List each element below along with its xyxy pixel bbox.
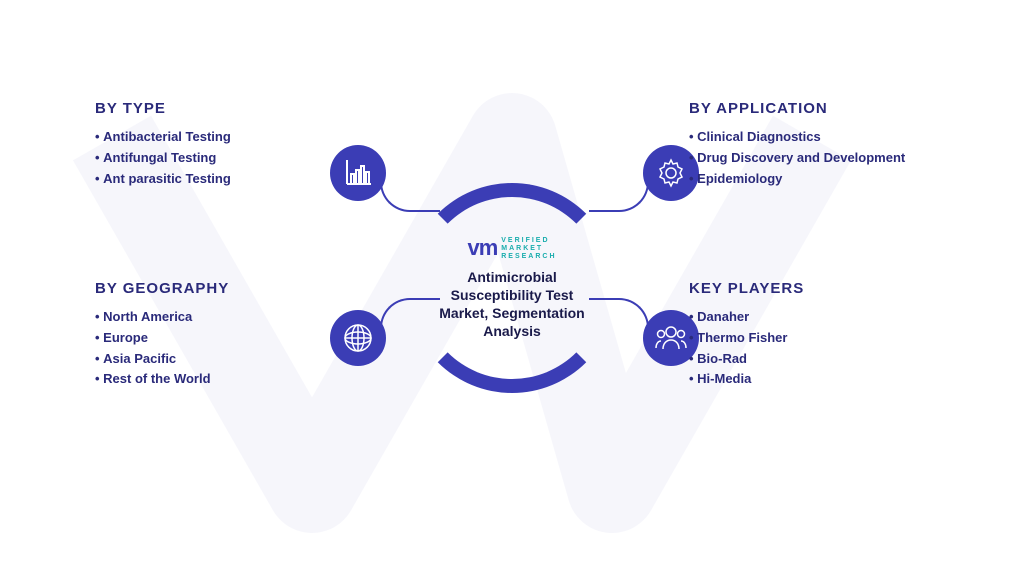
center-content: vmVERIFIEDMARKETRESEARCH Antimicrobial S… [427, 235, 597, 341]
connector-top-right [589, 172, 649, 212]
list-item: Drug Discovery and Development [689, 148, 949, 169]
center-title: Antimicrobial Susceptibility Test Market… [427, 268, 597, 341]
center-hub: vmVERIFIEDMARKETRESEARCH Antimicrobial S… [407, 183, 617, 393]
segment-list: Clinical Diagnostics Drug Discovery and … [689, 127, 949, 189]
segment-title: BY GEOGRAPHY [95, 280, 375, 297]
segment-list: North America Europe Asia Pacific Rest o… [95, 307, 375, 390]
list-item: Europe [95, 328, 375, 349]
infographic-container: vmVERIFIEDMARKETRESEARCH Antimicrobial S… [0, 0, 1024, 576]
segment-list: Antibacterial Testing Antifungal Testing… [95, 127, 375, 189]
list-item: Bio-Rad [689, 349, 949, 370]
logo-mark: vm [467, 235, 497, 260]
list-item: Clinical Diagnostics [689, 127, 949, 148]
list-item: Danaher [689, 307, 949, 328]
list-item: Thermo Fisher [689, 328, 949, 349]
segment-key-players: KEY PLAYERS Danaher Thermo Fisher Bio-Ra… [669, 280, 949, 390]
list-item: Ant parasitic Testing [95, 169, 375, 190]
list-item: Antibacterial Testing [95, 127, 375, 148]
list-item: Rest of the World [95, 369, 375, 390]
segment-title: BY TYPE [95, 100, 375, 117]
segment-title: KEY PLAYERS [689, 280, 949, 297]
list-item: Asia Pacific [95, 349, 375, 370]
segment-by-application: BY APPLICATION Clinical Diagnostics Drug… [669, 100, 949, 189]
brand-logo: vmVERIFIEDMARKETRESEARCH [427, 235, 597, 262]
connector-top-left [380, 172, 440, 212]
connector-bottom-right [589, 298, 649, 338]
list-item: Epidemiology [689, 169, 949, 190]
segment-list: Danaher Thermo Fisher Bio-Rad Hi-Media [689, 307, 949, 390]
list-item: North America [95, 307, 375, 328]
logo-text: VERIFIEDMARKETRESEARCH [501, 237, 556, 262]
connector-bottom-left [380, 298, 440, 338]
segment-by-geography: BY GEOGRAPHY North America Europe Asia P… [95, 280, 375, 390]
list-item: Antifungal Testing [95, 148, 375, 169]
list-item: Hi-Media [689, 369, 949, 390]
segment-by-type: BY TYPE Antibacterial Testing Antifungal… [95, 100, 375, 189]
segment-title: BY APPLICATION [689, 100, 949, 117]
